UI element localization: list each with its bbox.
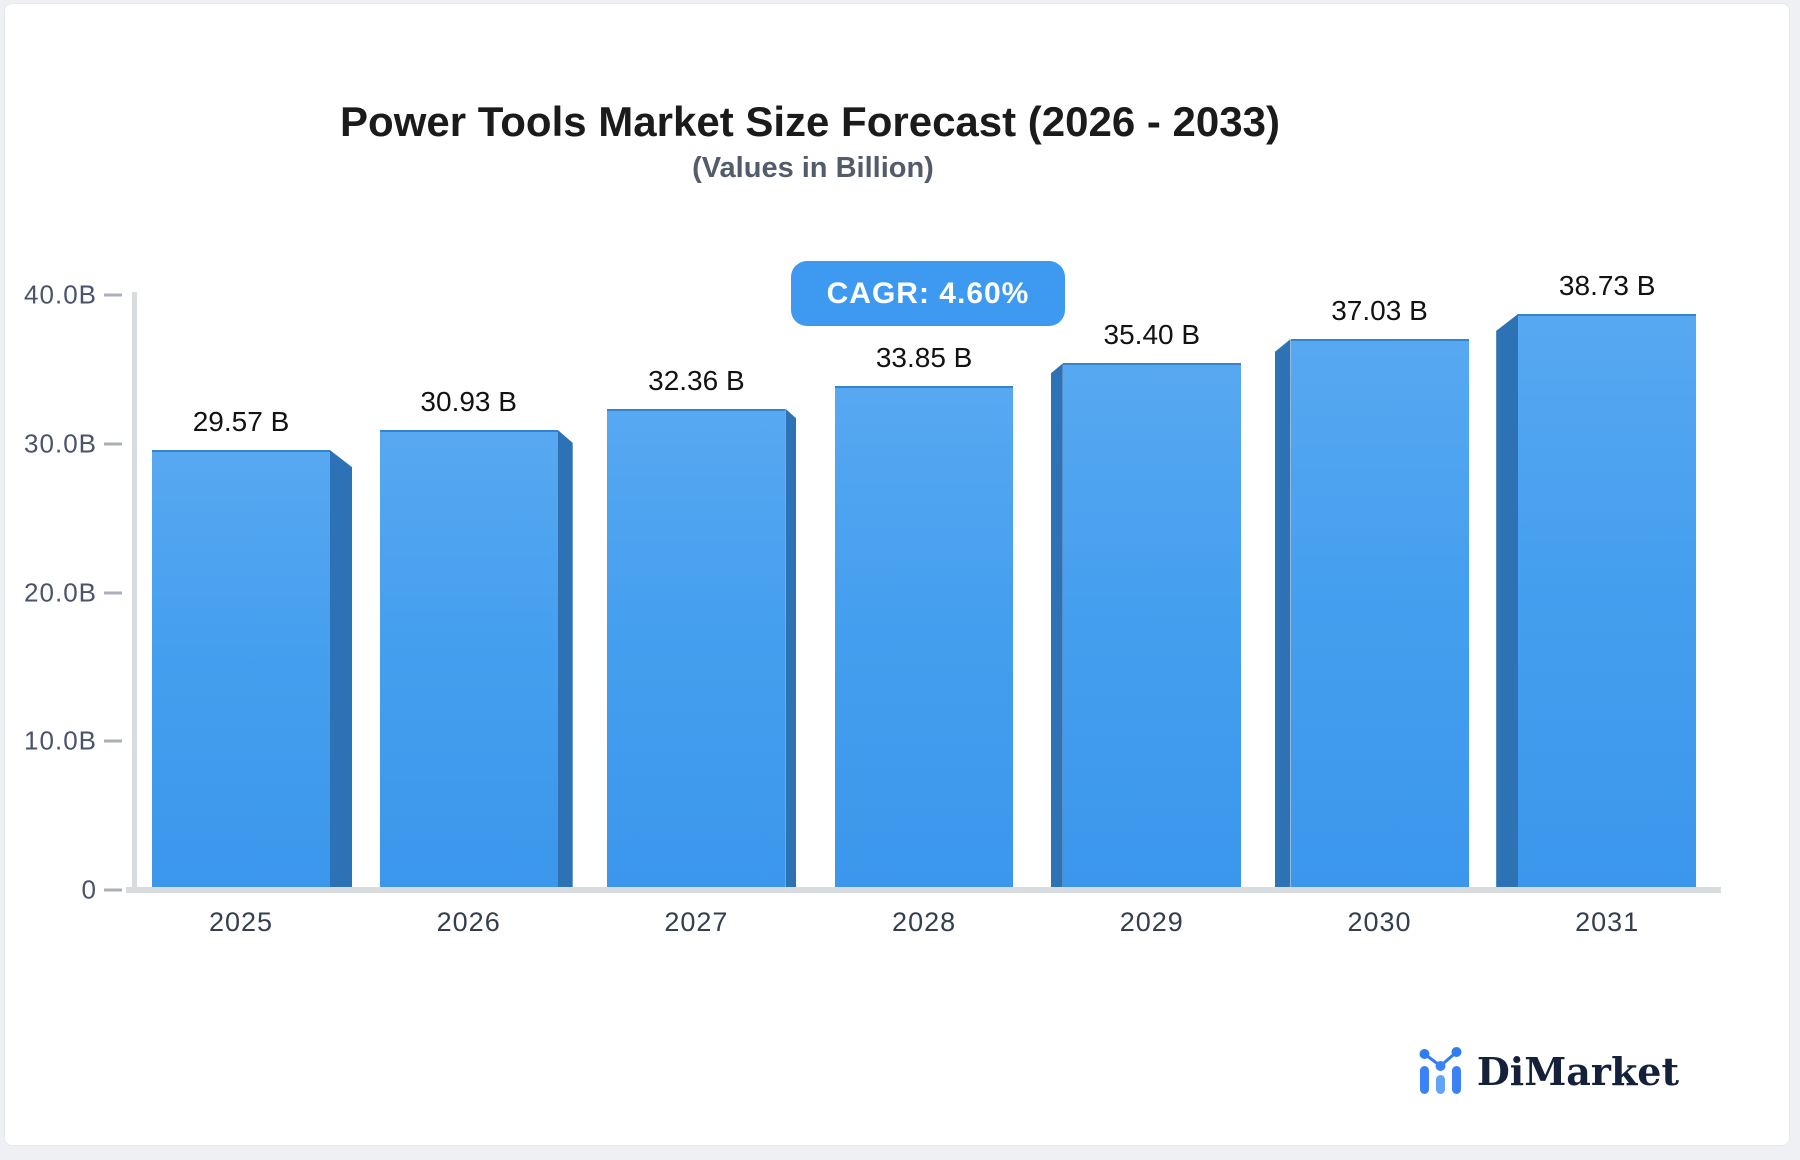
bar-value-label: 37.03 B: [1270, 295, 1490, 327]
bar-value-label: 29.57 B: [131, 406, 351, 438]
brand-logo: DiMarket: [1417, 1044, 1679, 1100]
bar-value-label: 35.40 B: [1042, 319, 1262, 351]
y-axis-tick-label: 10.0B: [7, 726, 97, 757]
bar-value-label: 32.36 B: [586, 365, 806, 397]
bar-3d-side: [330, 450, 352, 890]
x-axis-tick-label: 2031: [1497, 907, 1717, 938]
bar-2027: [607, 409, 785, 890]
bar-3d-side: [1051, 363, 1063, 890]
bar-2030: [1291, 339, 1469, 890]
x-axis-tick-label: 2027: [586, 907, 806, 938]
bar-3d-side: [558, 430, 573, 890]
y-axis-tick-label: 20.0B: [7, 577, 97, 608]
bar-3d-side: [1275, 339, 1291, 890]
bar-line-chart-icon: [1417, 1047, 1465, 1097]
bar-3d-side: [1496, 314, 1518, 890]
bar-2025: [152, 450, 330, 890]
cagr-badge: CAGR: 4.60%: [791, 261, 1065, 326]
brand-name: DiMarket: [1477, 1044, 1679, 1100]
x-axis-line: [126, 887, 1721, 893]
bar-3d-side: [785, 409, 796, 890]
x-axis-tick-label: 2028: [814, 907, 1034, 938]
x-axis-tick-label: 2029: [1042, 907, 1262, 938]
bar-2031: [1518, 314, 1696, 890]
bar-value-label: 33.85 B: [814, 342, 1034, 374]
bar-chart-plot-area: 40.0B 30.0B 20.0B 10.0B 0 29.57 B 2025 30.93 B 2…: [5, 4, 1800, 1160]
y-axis-tick-mark: [104, 591, 122, 594]
y-axis-tick-mark: [104, 740, 122, 743]
chart-card: Power Tools Market Size Forecast (2026 -…: [4, 3, 1790, 1146]
x-axis-tick-label: 2030: [1270, 907, 1490, 938]
x-axis-tick-label: 2026: [359, 907, 579, 938]
bar-2029: [1063, 363, 1241, 890]
x-axis-tick-label: 2025: [131, 907, 351, 938]
y-axis-tick-mark: [104, 442, 122, 445]
bar-value-label: 30.93 B: [359, 386, 579, 418]
bar-value-label: 38.73 B: [1497, 270, 1717, 302]
y-axis-tick-label: 30.0B: [7, 428, 97, 459]
bar-2026: [380, 430, 558, 890]
y-axis-line: [132, 292, 137, 892]
y-axis-tick-mark: [104, 294, 122, 297]
y-axis-tick-label: 0: [7, 875, 97, 906]
y-axis-tick-label: 40.0B: [7, 280, 97, 311]
bar-2028: [835, 386, 1013, 890]
y-axis-tick-mark: [104, 889, 122, 892]
